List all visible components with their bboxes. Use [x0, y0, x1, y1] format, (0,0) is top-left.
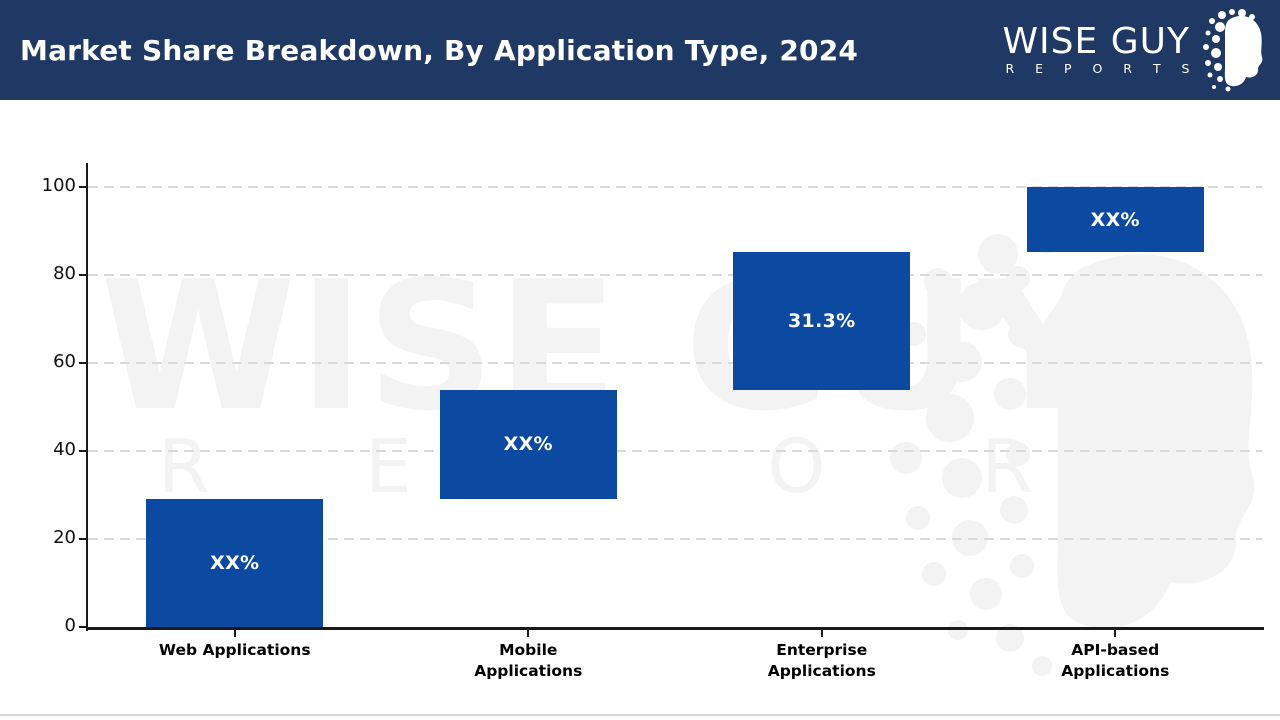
y-axis-tick [79, 538, 88, 540]
y-axis-tick [79, 626, 88, 628]
logo-text: WISE GUY R E P O R T S [1002, 24, 1198, 76]
x-category-label: Enterprise Applications [767, 641, 876, 680]
x-axis-line [86, 627, 1264, 630]
y-axis-tick [79, 450, 88, 452]
x-category-label: Web Applications [158, 641, 311, 659]
bottom-divider [0, 714, 1280, 716]
x-category-label: API-based Applications [1061, 641, 1170, 680]
x-axis-tick [233, 630, 236, 637]
x-axis-tick [527, 630, 530, 637]
y-tick-label: 60 [53, 351, 76, 372]
y-tick-label: 20 [53, 527, 76, 548]
gridline [88, 274, 1262, 276]
logo-head-icon [1203, 9, 1263, 92]
x-axis-tick [820, 630, 823, 637]
header: Market Share Breakdown, By Application T… [0, 0, 1280, 100]
bar-value-label: XX% [210, 551, 260, 574]
y-axis-tick [79, 362, 88, 364]
gridline [88, 450, 1262, 452]
gridline [88, 186, 1262, 188]
y-axis-line [86, 163, 88, 631]
chart-title: Market Share Breakdown, By Application T… [20, 33, 859, 67]
wiseguy-logo: WISE GUY R E P O R T S [1002, 7, 1266, 93]
y-tick-label: 100 [41, 175, 76, 196]
logo-subtext: R E P O R T S [1005, 61, 1198, 77]
x-axis-tick [1114, 630, 1117, 637]
bar-mobile-applications: XX% [439, 389, 617, 499]
y-axis-tick [79, 274, 88, 276]
bar-value-label: XX% [1090, 208, 1140, 231]
bar-web-applications: XX% [146, 498, 324, 627]
gridline [88, 362, 1262, 364]
y-axis-tick [79, 186, 88, 188]
bar-enterprise-applications: 31.3% [733, 252, 911, 390]
bar-value-label: XX% [503, 433, 553, 456]
bar-api-based-applications: XX% [1026, 187, 1204, 253]
watermark-head-icon [884, 216, 1255, 676]
y-tick-label: 80 [53, 263, 76, 284]
gridline [88, 538, 1262, 540]
bar-value-label: 31.3% [788, 309, 856, 332]
logo-wordmark: WISE GUY [1002, 21, 1190, 63]
y-tick-label: 40 [53, 439, 76, 460]
y-tick-label: 0 [64, 615, 76, 636]
x-category-label: Mobile Applications [474, 641, 583, 680]
